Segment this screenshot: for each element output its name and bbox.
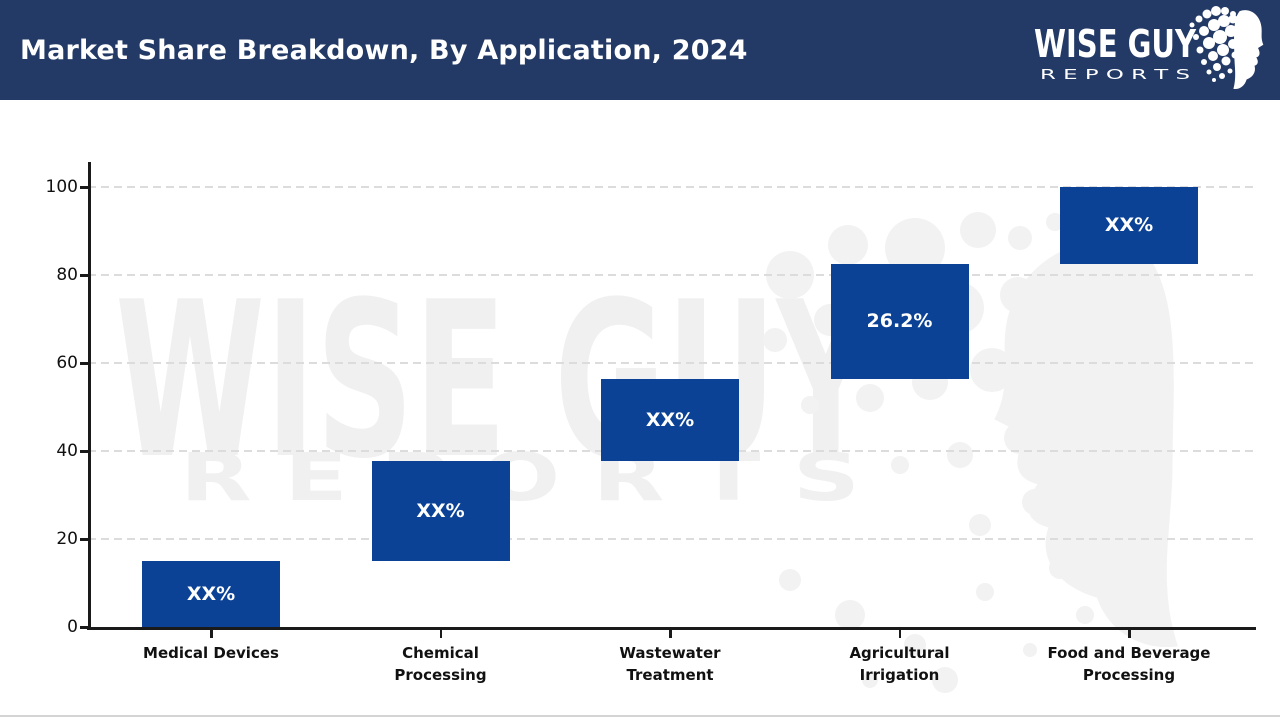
y-tick-label: 20 [56, 529, 78, 549]
x-tick-mark [210, 630, 213, 638]
y-tick-label: 80 [56, 265, 78, 285]
y-axis-line [88, 162, 91, 630]
y-tick-mark [80, 626, 88, 629]
bar-value-label: XX% [645, 408, 695, 431]
bottom-divider [0, 715, 1280, 717]
chart-area: WISE GUY R E P O R T S 0 20 40 60 80 100 XX% Me… [0, 100, 1280, 720]
header-bar: Market Share Breakdown, By Application, … [0, 0, 1280, 100]
gridline [88, 186, 1256, 188]
waterfall-bar: 26.2% [830, 263, 969, 379]
x-tick-mark [439, 630, 442, 638]
y-tick-mark [80, 186, 88, 189]
category-label: Medical Devices [143, 644, 279, 662]
wiseguy-logo: WISE GUY R E P O R T S [1034, 6, 1264, 90]
gridline [88, 362, 1256, 364]
page-title: Market Share Breakdown, By Application, … [20, 34, 748, 66]
y-tick-label: 60 [56, 353, 78, 373]
bar-value-label: XX% [416, 500, 465, 523]
logo-brand-text: WISE GUY [1034, 22, 1196, 66]
bar-value-label: XX% [186, 583, 236, 605]
bar-value-label: 26.2% [866, 310, 933, 333]
x-tick-mark [669, 630, 672, 638]
waterfall-bar: XX% [142, 561, 280, 627]
waterfall-bar: XX% [1060, 187, 1198, 264]
y-tick-mark [80, 362, 88, 365]
y-tick-mark [80, 450, 88, 453]
y-tick-mark [80, 274, 88, 277]
category-label: Agricultural Irrigation [849, 644, 950, 684]
y-tick-mark [80, 538, 88, 541]
gridline [88, 274, 1256, 276]
waterfall-bar: XX% [371, 461, 510, 561]
category-label: Food and Beverage Processing [1047, 644, 1211, 684]
y-tick-label: 40 [56, 441, 78, 461]
x-tick-mark [898, 630, 901, 638]
logo-face-dots-icon [1189, 6, 1245, 82]
x-tick-mark [1128, 630, 1131, 638]
logo-reports-text: R E P O R T S [1040, 68, 1190, 83]
logo-face-profile-icon [1233, 10, 1264, 90]
x-axis-line [87, 627, 1256, 630]
category-label: Wastewater Treatment [619, 644, 721, 684]
gridline [88, 538, 1256, 540]
waterfall-bar: XX% [601, 378, 739, 462]
y-tick-label: 0 [67, 617, 78, 637]
category-label: Chemical Processing [394, 644, 487, 684]
y-tick-label: 100 [45, 177, 78, 197]
bar-value-label: XX% [1104, 214, 1154, 237]
